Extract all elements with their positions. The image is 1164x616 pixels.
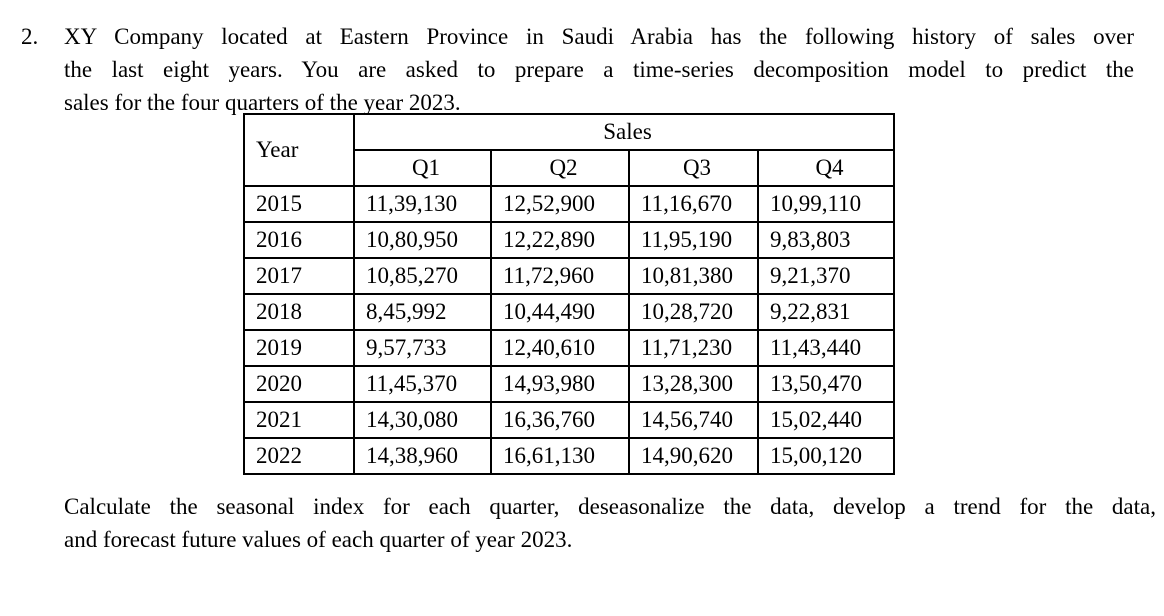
year-cell: 2021: [243, 401, 355, 439]
quarter-header-q3: Q3: [628, 149, 759, 187]
statement-line: the last eight years. You are asked to p…: [64, 57, 1134, 82]
sales-cell: 14,90,620: [628, 437, 759, 475]
sales-cell: 9,21,370: [757, 257, 895, 295]
sales-cell: 12,52,900: [490, 185, 630, 223]
sales-cell: 10,99,110: [757, 185, 895, 223]
quarter-header-q2: Q2: [490, 149, 630, 187]
sales-cell: 11,95,190: [628, 221, 759, 259]
year-cell: 2016: [243, 221, 355, 259]
sales-cell: 11,39,130: [353, 185, 492, 223]
problem-number: 2.: [21, 24, 39, 49]
year-cell: 2022: [243, 437, 355, 475]
sales-cell: 12,40,610: [490, 329, 630, 367]
year-cell: 2015: [243, 185, 355, 223]
table-row: 2017 10,85,270 11,72,960 10,81,380 9,21,…: [243, 257, 895, 295]
sales-cell: 10,80,950: [353, 221, 492, 259]
sales-cell: 15,00,120: [757, 437, 895, 475]
table-row: 2015 11,39,130 12,52,900 11,16,670 10,99…: [243, 185, 895, 223]
sales-cell: 14,93,980: [490, 365, 630, 403]
year-column-header: Year: [243, 113, 355, 187]
sales-cell: 11,43,440: [757, 329, 895, 367]
sales-group-header: Sales: [353, 113, 895, 151]
sales-cell: 10,28,720: [628, 293, 759, 331]
table-row: 2016 10,80,950 12,22,890 11,95,190 9,83,…: [243, 221, 895, 259]
sales-cell: 10,85,270: [353, 257, 492, 295]
table-row: 2022 14,38,960 16,61,130 14,90,620 15,00…: [243, 437, 895, 475]
sales-cell: 9,83,803: [757, 221, 895, 259]
quarter-header-q4: Q4: [757, 149, 895, 187]
table-row: 2019 9,57,733 12,40,610 11,71,230 11,43,…: [243, 329, 895, 367]
table-header-row-quarters: Q1 Q2 Q3 Q4: [244, 149, 895, 187]
sales-cell: 16,36,760: [490, 401, 630, 439]
closing-instructions: Calculate the seasonal index for each qu…: [64, 490, 1156, 556]
sales-cell: 13,28,300: [628, 365, 759, 403]
sales-cell: 15,02,440: [757, 401, 895, 439]
table-row: 2020 11,45,370 14,93,980 13,28,300 13,50…: [243, 365, 895, 403]
sales-cell: 11,16,670: [628, 185, 759, 223]
sales-table: Year Sales Q1 Q2 Q3 Q4 2015 11,39,130 12…: [243, 113, 895, 475]
statement-line: sales for the four quarters of the year …: [64, 90, 461, 115]
table-header-row-sales: Year Sales: [243, 113, 895, 187]
year-cell: 2020: [243, 365, 355, 403]
year-cell: 2018: [243, 293, 355, 331]
problem-statement: XY Company located at Eastern Province i…: [64, 20, 1134, 119]
sales-cell: 8,45,992: [353, 293, 492, 331]
sales-cell: 14,30,080: [353, 401, 492, 439]
closing-line: and forecast future values of each quart…: [64, 527, 573, 552]
statement-line: XY Company located at Eastern Province i…: [64, 24, 1134, 49]
sales-cell: 10,44,490: [490, 293, 630, 331]
sales-cell: 11,72,960: [490, 257, 630, 295]
sales-cell: 10,81,380: [628, 257, 759, 295]
year-cell: 2019: [243, 329, 355, 367]
sales-cell: 16,61,130: [490, 437, 630, 475]
closing-line: Calculate the seasonal index for each qu…: [64, 494, 1156, 519]
sales-cell: 11,71,230: [628, 329, 759, 367]
sales-cell: 14,38,960: [353, 437, 492, 475]
sales-cell: 11,45,370: [353, 365, 492, 403]
table-row: 2021 14,30,080 16,36,760 14,56,740 15,02…: [243, 401, 895, 439]
table-row: 2018 8,45,992 10,44,490 10,28,720 9,22,8…: [243, 293, 895, 331]
sales-cell: 14,56,740: [628, 401, 759, 439]
sales-cell: 13,50,470: [757, 365, 895, 403]
sales-cell: 9,57,733: [353, 329, 492, 367]
sales-cell: 9,22,831: [757, 293, 895, 331]
year-cell: 2017: [243, 257, 355, 295]
sales-cell: 12,22,890: [490, 221, 630, 259]
quarter-header-q1: Q1: [353, 149, 492, 187]
